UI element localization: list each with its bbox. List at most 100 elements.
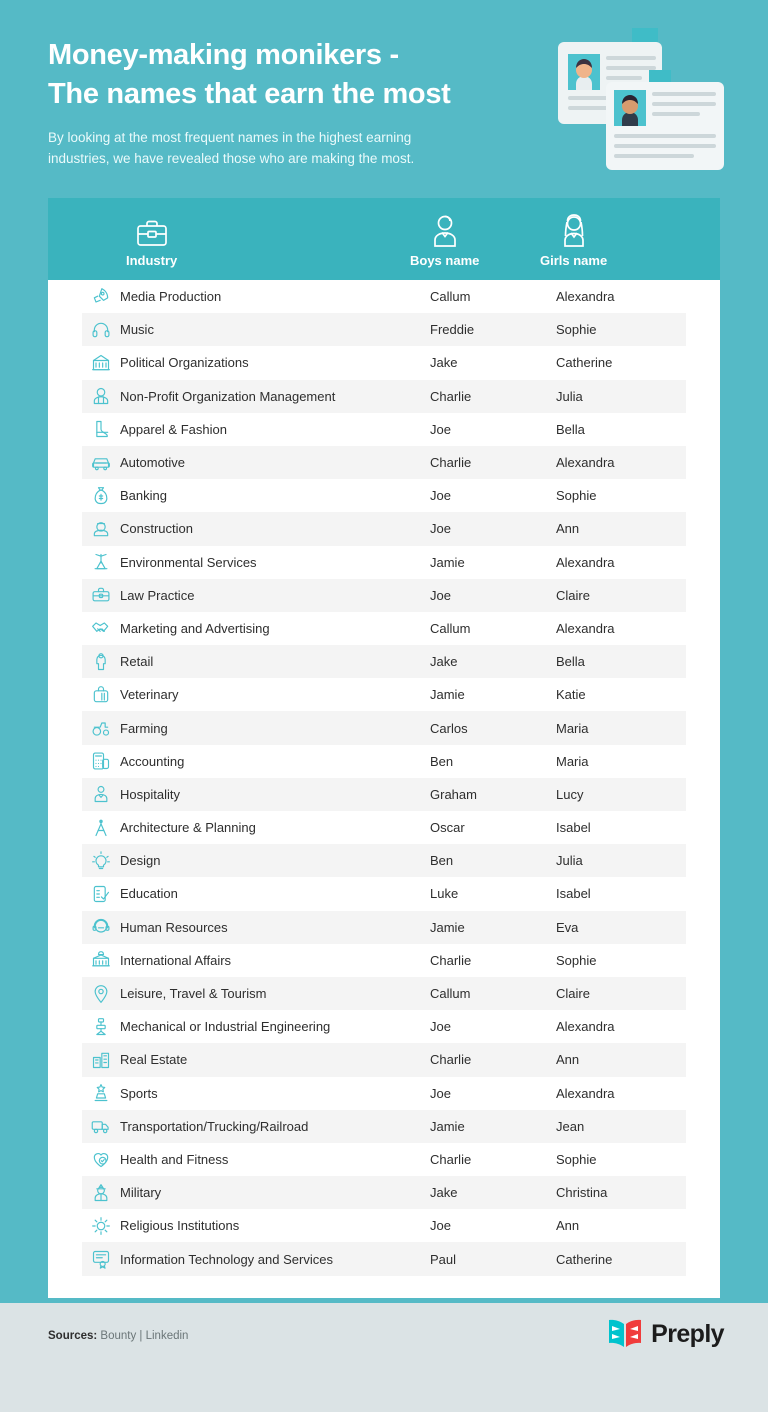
column-header-girls: Girls name xyxy=(540,212,607,268)
capitol-icon xyxy=(82,950,120,970)
cell-industry: Health and Fitness xyxy=(120,1151,229,1167)
soldier-icon xyxy=(82,1183,120,1203)
volunteer-person-icon xyxy=(82,386,120,406)
table-row: Non-Profit Organization Management Charli… xyxy=(82,379,686,413)
table-row: Media Production Callum Alexandra xyxy=(82,280,686,314)
cell-industry: Music xyxy=(120,322,154,338)
cell-boys-name: Jake xyxy=(430,1185,458,1201)
pet-carrier-icon xyxy=(82,685,120,705)
religion-icon xyxy=(82,1216,120,1236)
cell-girls-name: Isabel xyxy=(556,820,591,836)
cell-industry: Automotive xyxy=(120,455,186,471)
cell-boys-name: Joe xyxy=(430,488,451,504)
table-row: Real Estate Charlie Ann xyxy=(82,1043,686,1077)
heart-monitor-icon xyxy=(82,1149,120,1169)
cell-boys-name: Jamie xyxy=(430,554,465,570)
preply-logo[interactable]: Preply xyxy=(608,1319,725,1349)
data-table-card: Industry Boys name xyxy=(48,198,720,1298)
table-row: Leisure, Travel & Tourism Callum Claire xyxy=(82,976,686,1011)
column-header-boys-label: Boys name xyxy=(410,253,480,268)
table-row: Hospitality Graham Lucy xyxy=(82,777,686,811)
cell-girls-name: Sophie xyxy=(556,1151,597,1167)
cell-girls-name: Catherine xyxy=(556,1251,613,1267)
cell-girls-name: Claire xyxy=(556,986,590,1002)
table-row: Information Technology and Services Paul C… xyxy=(82,1242,686,1276)
cell-boys-name: Jamie xyxy=(430,919,465,935)
column-header-girls-label: Girls name xyxy=(540,253,608,268)
sources-text: Sources: Bounty | Linkedin xyxy=(48,1330,188,1342)
cell-girls-name: Alexandra xyxy=(556,620,615,636)
cell-industry: Military xyxy=(120,1185,162,1201)
shopping-person-icon xyxy=(82,652,120,672)
cell-industry: Marketing and Advertising xyxy=(120,620,270,636)
cell-boys-name: Joe xyxy=(430,421,451,437)
cell-boys-name: Charlie xyxy=(430,388,472,404)
table-row: Design Ben Julia xyxy=(82,844,686,878)
cell-boys-name: Freddie xyxy=(430,322,475,338)
cell-boys-name: Graham xyxy=(430,786,477,802)
table-row: Military Jake Christina xyxy=(82,1176,686,1210)
cell-boys-name: Joe xyxy=(430,1019,451,1035)
cell-boys-name: Callum xyxy=(430,986,471,1002)
column-header-boys: Boys name xyxy=(410,212,479,268)
table-body: Media Production Callum Alexandra Music Fred… xyxy=(48,280,720,1276)
cell-boys-name: Oscar xyxy=(430,820,465,836)
cell-industry: Real Estate xyxy=(120,1052,188,1068)
girl-avatar-icon xyxy=(560,212,588,248)
hero-header: Money-making monikers - The names that e… xyxy=(0,0,768,186)
sources-value: Bounty | Linkedin xyxy=(100,1330,189,1342)
cell-industry: Non-Profit Organization Management xyxy=(120,388,336,404)
table-row: Accounting Ben Maria xyxy=(82,744,686,778)
table-row: International Affairs Charlie Sophie xyxy=(82,943,686,977)
table-row: Political Organizations Jake Catherine xyxy=(82,346,686,380)
cell-girls-name: Alexandra xyxy=(556,554,615,570)
cell-industry: Mechanical or Industrial Engineering xyxy=(120,1019,331,1035)
briefcase-icon xyxy=(135,212,169,248)
windmill-icon xyxy=(82,552,120,572)
table-row: Music Freddie Sophie xyxy=(82,313,686,347)
table-row: Banking Joe Sophie xyxy=(82,479,686,513)
cell-girls-name: Alexandra xyxy=(556,455,615,471)
table-row: Architecture & Planning Oscar Isabel xyxy=(82,811,686,845)
cell-industry: Political Organizations xyxy=(120,355,249,371)
cell-industry: Retail xyxy=(120,654,154,670)
cell-girls-name: Maria xyxy=(556,720,589,736)
cell-industry: Architecture & Planning xyxy=(120,820,256,836)
page-title: Money-making monikers - The names that e… xyxy=(48,39,451,110)
hard-hat-icon xyxy=(82,519,120,539)
cell-boys-name: Callum xyxy=(430,289,471,305)
cell-girls-name: Christina xyxy=(556,1185,608,1201)
cell-girls-name: Maria xyxy=(556,753,589,769)
cell-industry: Religious Institutions xyxy=(120,1218,240,1234)
table-row: Transportation/Trucking/Railroad Jamie Jea… xyxy=(82,1109,686,1143)
cell-boys-name: Joe xyxy=(430,587,451,603)
table-row: Apparel & Fashion Joe Bella xyxy=(82,412,686,446)
cell-girls-name: Ann xyxy=(556,1052,580,1068)
table-row: Human Resources Jamie Eva xyxy=(82,910,686,944)
table-row: Mechanical or Industrial Engineering Joe A… xyxy=(82,1010,686,1044)
cell-boys-name: Callum xyxy=(430,620,471,636)
cell-boys-name: Charlie xyxy=(430,1151,472,1167)
compass-icon xyxy=(82,818,120,838)
cell-girls-name: Sophie xyxy=(556,952,597,968)
cell-industry: Leisure, Travel & Tourism xyxy=(120,986,267,1002)
checklist-icon xyxy=(82,884,120,904)
table-row: Health and Fitness Charlie Sophie xyxy=(82,1142,686,1177)
table-row: Sports Joe Alexandra xyxy=(82,1076,686,1110)
preply-wordmark: Preply xyxy=(651,1319,724,1348)
cell-boys-name: Luke xyxy=(430,886,459,902)
cell-industry: Veterinary xyxy=(120,687,179,703)
table-row: Marketing and Advertising Callum Alexandra xyxy=(82,611,686,646)
map-pin-icon xyxy=(82,984,120,1004)
cell-girls-name: Sophie xyxy=(556,488,597,504)
cell-girls-name: Isabel xyxy=(556,886,591,902)
cell-industry: Farming xyxy=(120,720,168,736)
cell-industry: Design xyxy=(120,853,161,869)
cell-industry: Apparel & Fashion xyxy=(120,421,227,437)
certificate-screen-icon xyxy=(82,1249,120,1269)
cell-industry: Environmental Services xyxy=(120,554,257,570)
page-subtitle: By looking at the most frequent names in… xyxy=(48,130,415,166)
table-row: Religious Institutions Joe Ann xyxy=(82,1209,686,1243)
cell-industry: Accounting xyxy=(120,753,185,769)
rocket-icon xyxy=(82,287,120,307)
